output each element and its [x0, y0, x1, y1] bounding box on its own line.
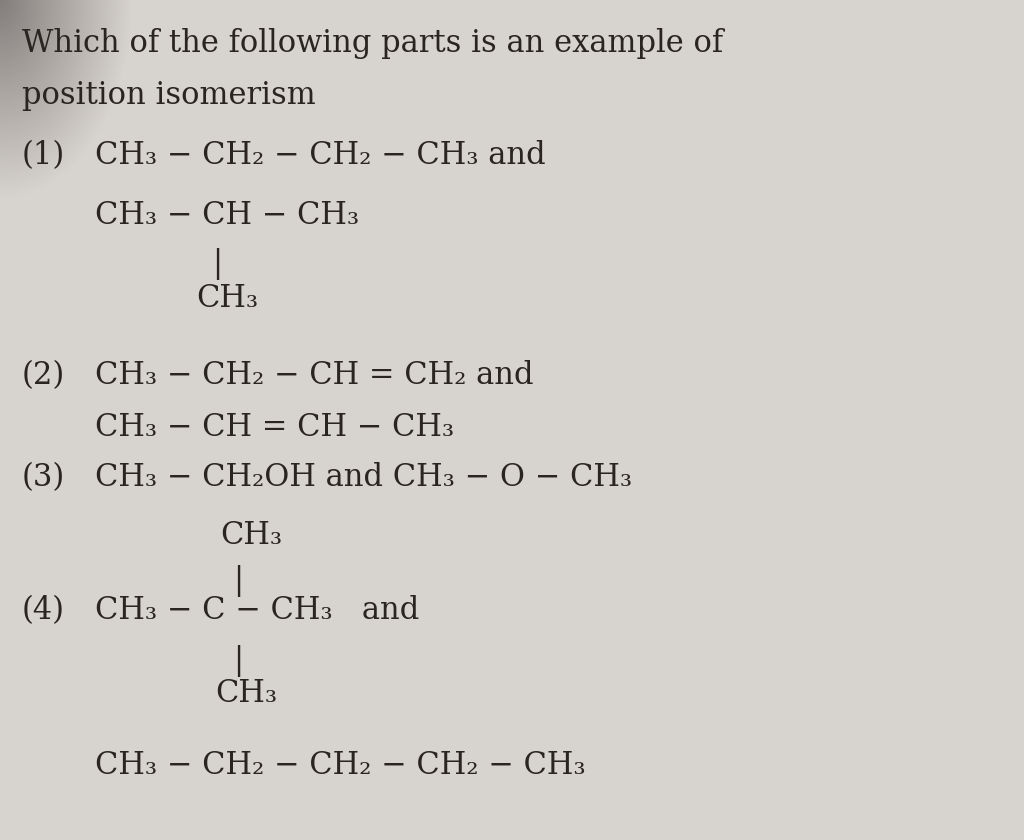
Text: CH₃ − CH₂ − CH₂ − CH₃ and: CH₃ − CH₂ − CH₂ − CH₃ and	[95, 140, 546, 171]
Text: CH₃: CH₃	[220, 520, 283, 551]
Text: Which of the following parts is an example of: Which of the following parts is an examp…	[22, 28, 723, 59]
Text: (4): (4)	[22, 595, 65, 626]
Text: CH₃ − CH₂ − CH₂ − CH₂ − CH₃: CH₃ − CH₂ − CH₂ − CH₂ − CH₃	[95, 750, 586, 781]
Text: (1): (1)	[22, 140, 66, 171]
Text: |: |	[233, 565, 243, 597]
Text: CH₃ − C − CH₃   and: CH₃ − C − CH₃ and	[95, 595, 419, 626]
Text: CH₃ − CH₂ − CH = CH₂ and: CH₃ − CH₂ − CH = CH₂ and	[95, 360, 534, 391]
Text: CH₃: CH₃	[196, 283, 258, 314]
Text: (2): (2)	[22, 360, 66, 391]
Text: |: |	[212, 248, 222, 280]
Text: CH₃ − CH − CH₃: CH₃ − CH − CH₃	[95, 200, 359, 231]
Text: position isomerism: position isomerism	[22, 80, 315, 111]
Text: |: |	[233, 645, 243, 677]
Text: CH₃: CH₃	[215, 678, 278, 709]
Text: (3): (3)	[22, 462, 66, 493]
Text: CH₃ − CH = CH − CH₃: CH₃ − CH = CH − CH₃	[95, 412, 454, 443]
Text: CH₃ − CH₂OH and CH₃ − O − CH₃: CH₃ − CH₂OH and CH₃ − O − CH₃	[95, 462, 632, 493]
